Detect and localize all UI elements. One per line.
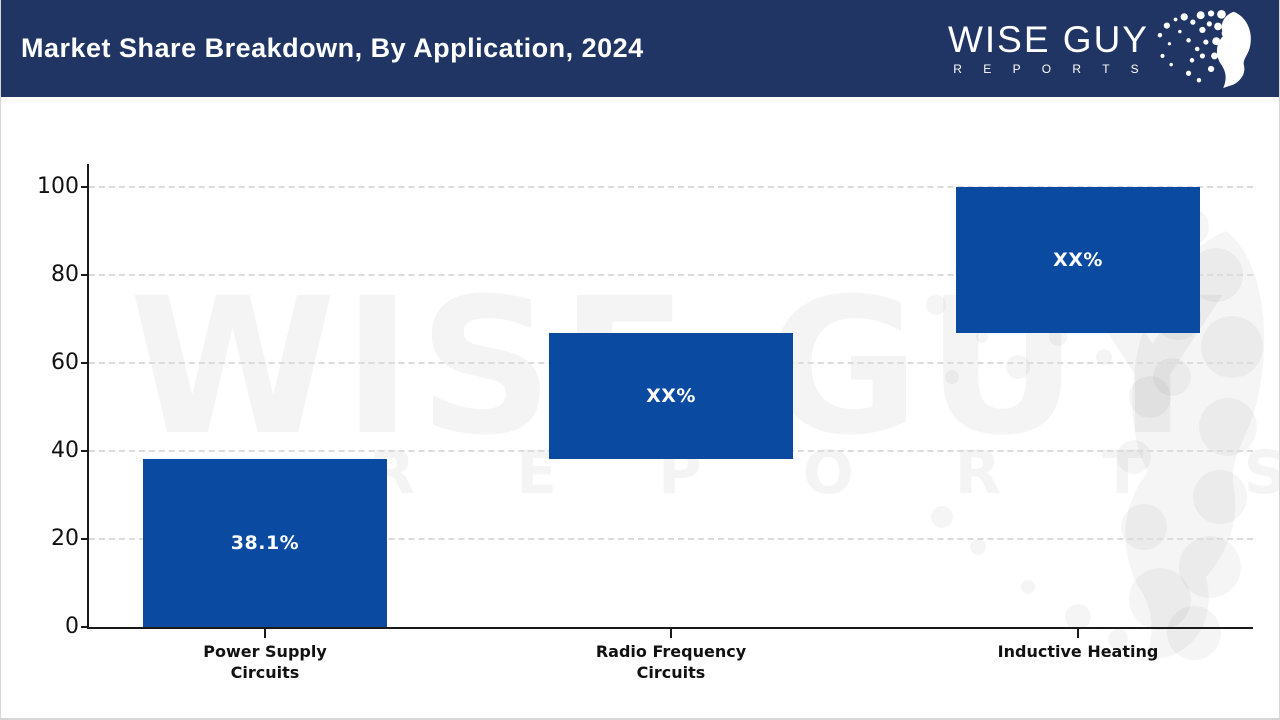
wise-guy-logo: WISE GUY R E P O R T S <box>948 5 1257 93</box>
y-tick-label: 20 <box>51 526 79 551</box>
logo-head-icon <box>1157 9 1251 88</box>
y-tick-mark <box>81 538 89 540</box>
y-tick-label: 80 <box>51 262 79 287</box>
logo-text: WISE GUY R E P O R T S <box>947 19 1149 77</box>
y-tick-label: 60 <box>51 350 79 375</box>
gridline-80 <box>89 274 1253 276</box>
x-tick-mark <box>264 629 266 638</box>
bar-value-label: XX% <box>1053 248 1103 271</box>
y-tick-label: 100 <box>37 174 79 199</box>
bar-segment: XX% <box>956 187 1200 333</box>
x-axis-label: Radio Frequency Circuits <box>595 642 747 682</box>
x-tick-mark <box>1077 629 1079 638</box>
bar-value-label: 38.1% <box>230 532 300 555</box>
y-tick-mark <box>81 450 89 452</box>
page-title: Market Share Breakdown, By Application, … <box>21 33 644 63</box>
y-tick-label: 40 <box>51 438 79 463</box>
watermark-subtitle: R E P O R T S <box>369 438 1279 508</box>
bar-value-label: XX% <box>646 384 696 407</box>
y-tick-mark <box>81 186 89 188</box>
y-tick-label: 0 <box>65 614 79 639</box>
y-tick-mark <box>81 362 89 364</box>
x-tick-mark <box>670 629 672 638</box>
x-axis-label: Inductive Heating <box>997 642 1159 661</box>
y-tick-mark <box>81 274 89 276</box>
x-axis-label: Power Supply Circuits <box>203 642 327 682</box>
logo-subtitle: R E P O R T S <box>953 62 1148 76</box>
logo-wordmark: WISE GUY <box>947 19 1149 60</box>
bar-segment: XX% <box>549 332 793 460</box>
bar-segment: 38.1% <box>143 459 387 627</box>
y-axis-line <box>87 164 89 629</box>
x-axis-line <box>87 627 1253 629</box>
gridline-100 <box>89 186 1253 188</box>
header-bar: Market Share Breakdown, By Application, … <box>1 0 1279 97</box>
gridline-20 <box>89 538 1253 540</box>
y-tick-mark <box>81 626 89 628</box>
